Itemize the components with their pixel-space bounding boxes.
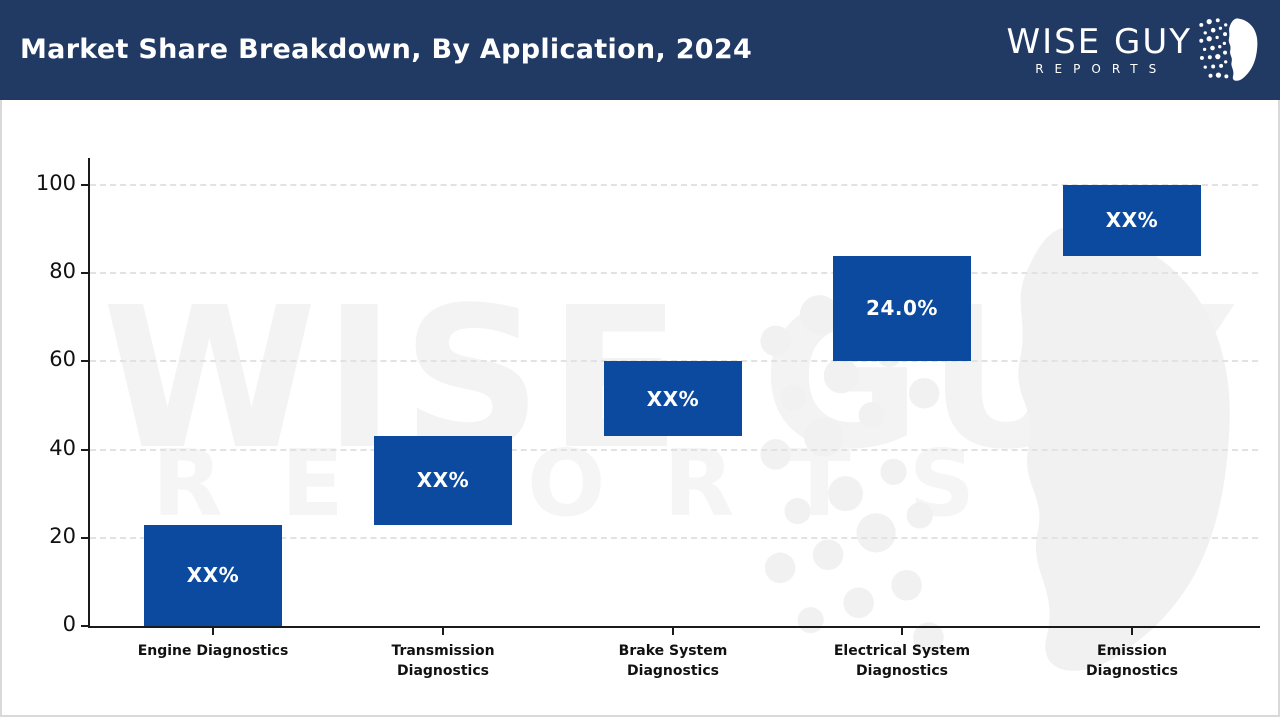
x-axis-line	[88, 626, 1260, 628]
gridline	[90, 448, 1258, 451]
y-tick-mark	[81, 625, 89, 627]
bar-segment: XX%	[1063, 185, 1201, 256]
y-tick-mark	[81, 272, 89, 275]
y-tick-label: 60	[49, 347, 76, 372]
x-category-label: Brake System Diagnostics	[618, 643, 728, 679]
y-tick-mark	[81, 448, 89, 451]
logo-face-icon	[1199, 18, 1258, 81]
bar-value-label: XX%	[416, 468, 470, 493]
logo-wordmark: WISE GUY	[1006, 22, 1192, 62]
y-axis-line	[88, 158, 90, 628]
page-title: Market Share Breakdown, By Application, …	[20, 34, 753, 65]
x-tick-mark	[1131, 628, 1133, 635]
x-category-label: Emission Diagnostics	[1086, 643, 1178, 679]
x-tick-mark	[212, 628, 214, 635]
x-category-label: Transmission Diagnostics	[391, 643, 495, 679]
x-category-label: Electrical System Diagnostics	[833, 643, 971, 679]
y-tick-mark	[81, 184, 89, 186]
bar-value-label: XX%	[186, 563, 240, 588]
gridline	[90, 184, 1258, 186]
x-tick-mark	[901, 628, 903, 635]
gridline	[90, 536, 1258, 539]
y-tick-label: 0	[62, 612, 76, 636]
logo-text: WISE GUY REPORTS	[1006, 24, 1192, 76]
y-tick-mark	[81, 536, 89, 539]
x-tick-mark	[442, 628, 444, 635]
y-tick-label: 80	[49, 259, 76, 284]
wiseguy-logo: WISE GUY REPORTS	[1006, 8, 1262, 92]
bar-value-label: XX%	[1105, 208, 1159, 233]
y-tick-mark	[81, 360, 89, 363]
logo-subtext: REPORTS	[1035, 62, 1168, 76]
y-tick-label: 40	[49, 435, 76, 460]
x-tick-mark	[672, 628, 674, 635]
bar-value-label: XX%	[646, 386, 700, 411]
header-bar: Market Share Breakdown, By Application, …	[0, 0, 1280, 100]
gridline	[90, 272, 1258, 275]
bar-segment: XX%	[374, 436, 512, 525]
x-category-label: Engine Diagnostics	[137, 643, 289, 659]
bar-segment: XX%	[144, 524, 282, 626]
bar-segment: XX%	[604, 361, 742, 437]
y-tick-label: 100	[35, 171, 76, 195]
bar-value-label: 24.0%	[866, 296, 938, 321]
y-tick-label: 20	[49, 523, 76, 548]
chart-area: WISE GUY REPORTS 0 20 40 60 80 100 XX% Engine D…	[0, 100, 1280, 717]
bar-segment: 24.0%	[833, 255, 971, 362]
